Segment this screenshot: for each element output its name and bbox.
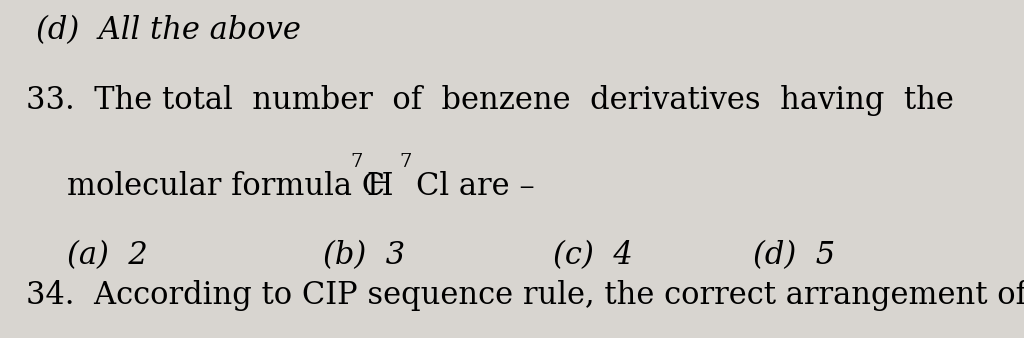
Text: (d)  5: (d) 5 bbox=[753, 240, 835, 271]
Text: Cl are –: Cl are – bbox=[416, 171, 535, 202]
Text: 34.  According to CIP sequence rule, the correct arrangement of: 34. According to CIP sequence rule, the … bbox=[26, 280, 1024, 311]
Text: (b)  3: (b) 3 bbox=[323, 240, 404, 271]
Text: molecular formula C: molecular formula C bbox=[67, 171, 385, 202]
Text: 7: 7 bbox=[399, 153, 412, 171]
Text: 7: 7 bbox=[350, 153, 362, 171]
Text: (c)  4: (c) 4 bbox=[553, 240, 633, 271]
Text: (d)  All the above: (d) All the above bbox=[36, 15, 301, 46]
Text: 33.  The total  number  of  benzene  derivatives  having  the: 33. The total number of benzene derivati… bbox=[26, 84, 953, 116]
Text: (a)  2: (a) 2 bbox=[67, 240, 147, 271]
Text: H: H bbox=[367, 171, 393, 202]
